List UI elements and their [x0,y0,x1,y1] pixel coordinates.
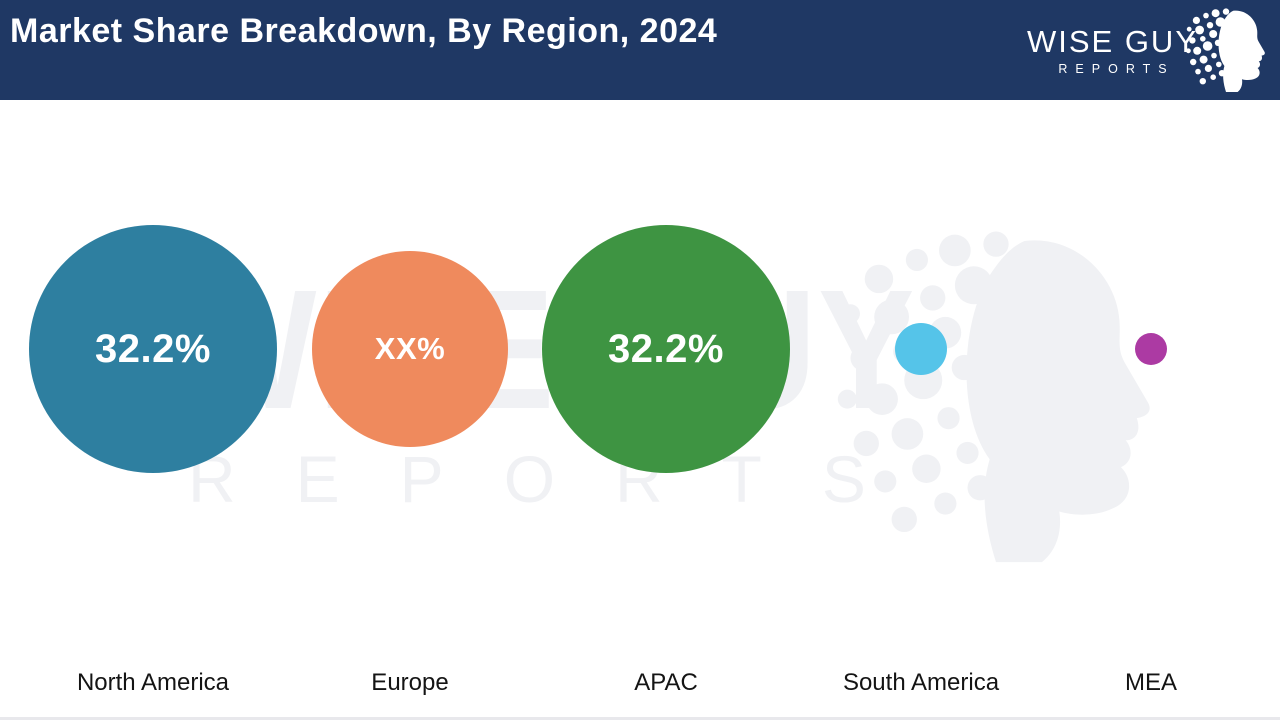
header-bar: Market Share Breakdown, By Region, 2024 … [0,0,1280,100]
bubble-north-america: 32.2% [29,225,277,473]
logo-subtitle: REPORTS [1058,61,1175,76]
logo-text: WISE GUY REPORTS [1027,24,1198,76]
category-label-europe: Europe [371,669,449,696]
bubble-europe: XX% [312,251,508,447]
logo-head-icon [1186,8,1265,92]
category-label-row: North America Europe APAC South America MEA [0,669,1280,701]
bottom-divider [0,717,1280,720]
page-title: Market Share Breakdown, By Region, 2024 [10,12,718,50]
category-label-apac: APAC [634,669,698,696]
wise-guy-logo: WISE GUY REPORTS [1027,6,1270,94]
logo-wordmark: WISE GUY [1026,24,1198,60]
bubble-apac: 32.2% [542,225,790,473]
category-label-mea: MEA [1124,669,1178,696]
bubble-mea [1135,333,1167,365]
category-label-north-america: North America [76,669,230,696]
bubble-value-label: XX% [374,331,446,366]
bubble-value-label: 32.2% [608,326,724,371]
bubble-value-label: 32.2% [95,326,211,371]
bubble-south-america [895,323,947,375]
category-label-south-america: South America [842,669,1000,696]
